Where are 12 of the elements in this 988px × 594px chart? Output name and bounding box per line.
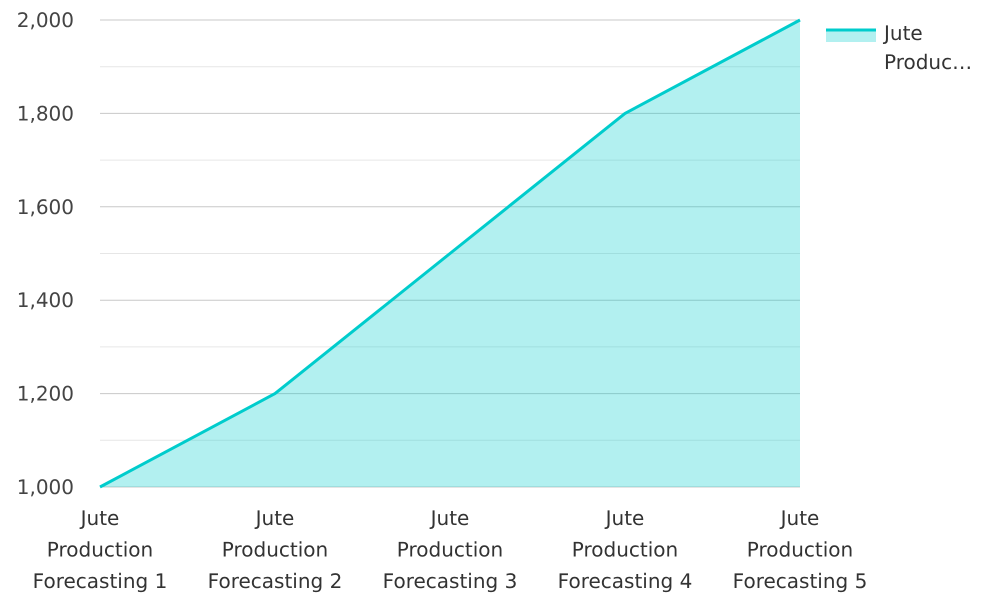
x-tick-label: Jute Production Forecasting 3	[382, 506, 518, 593]
x-tick-label: Jute Production Forecasting 5	[732, 506, 868, 593]
y-tick-label: 1,200	[16, 382, 74, 406]
x-tick-label: Jute Production Forecasting 2	[208, 506, 342, 593]
x-tick-label: Jute Production Forecasting 4	[558, 506, 692, 593]
y-tick-label: 1,400	[16, 288, 74, 312]
y-tick-label: 2,000	[16, 8, 74, 32]
y-tick-label: 1,000	[16, 475, 74, 499]
x-tick-label: Jute Production Forecasting 1	[32, 506, 168, 593]
legend-label: Jute Produc…	[882, 21, 972, 74]
y-tick-label: 1,800	[16, 101, 74, 126]
y-tick-label: 1,600	[16, 194, 74, 219]
